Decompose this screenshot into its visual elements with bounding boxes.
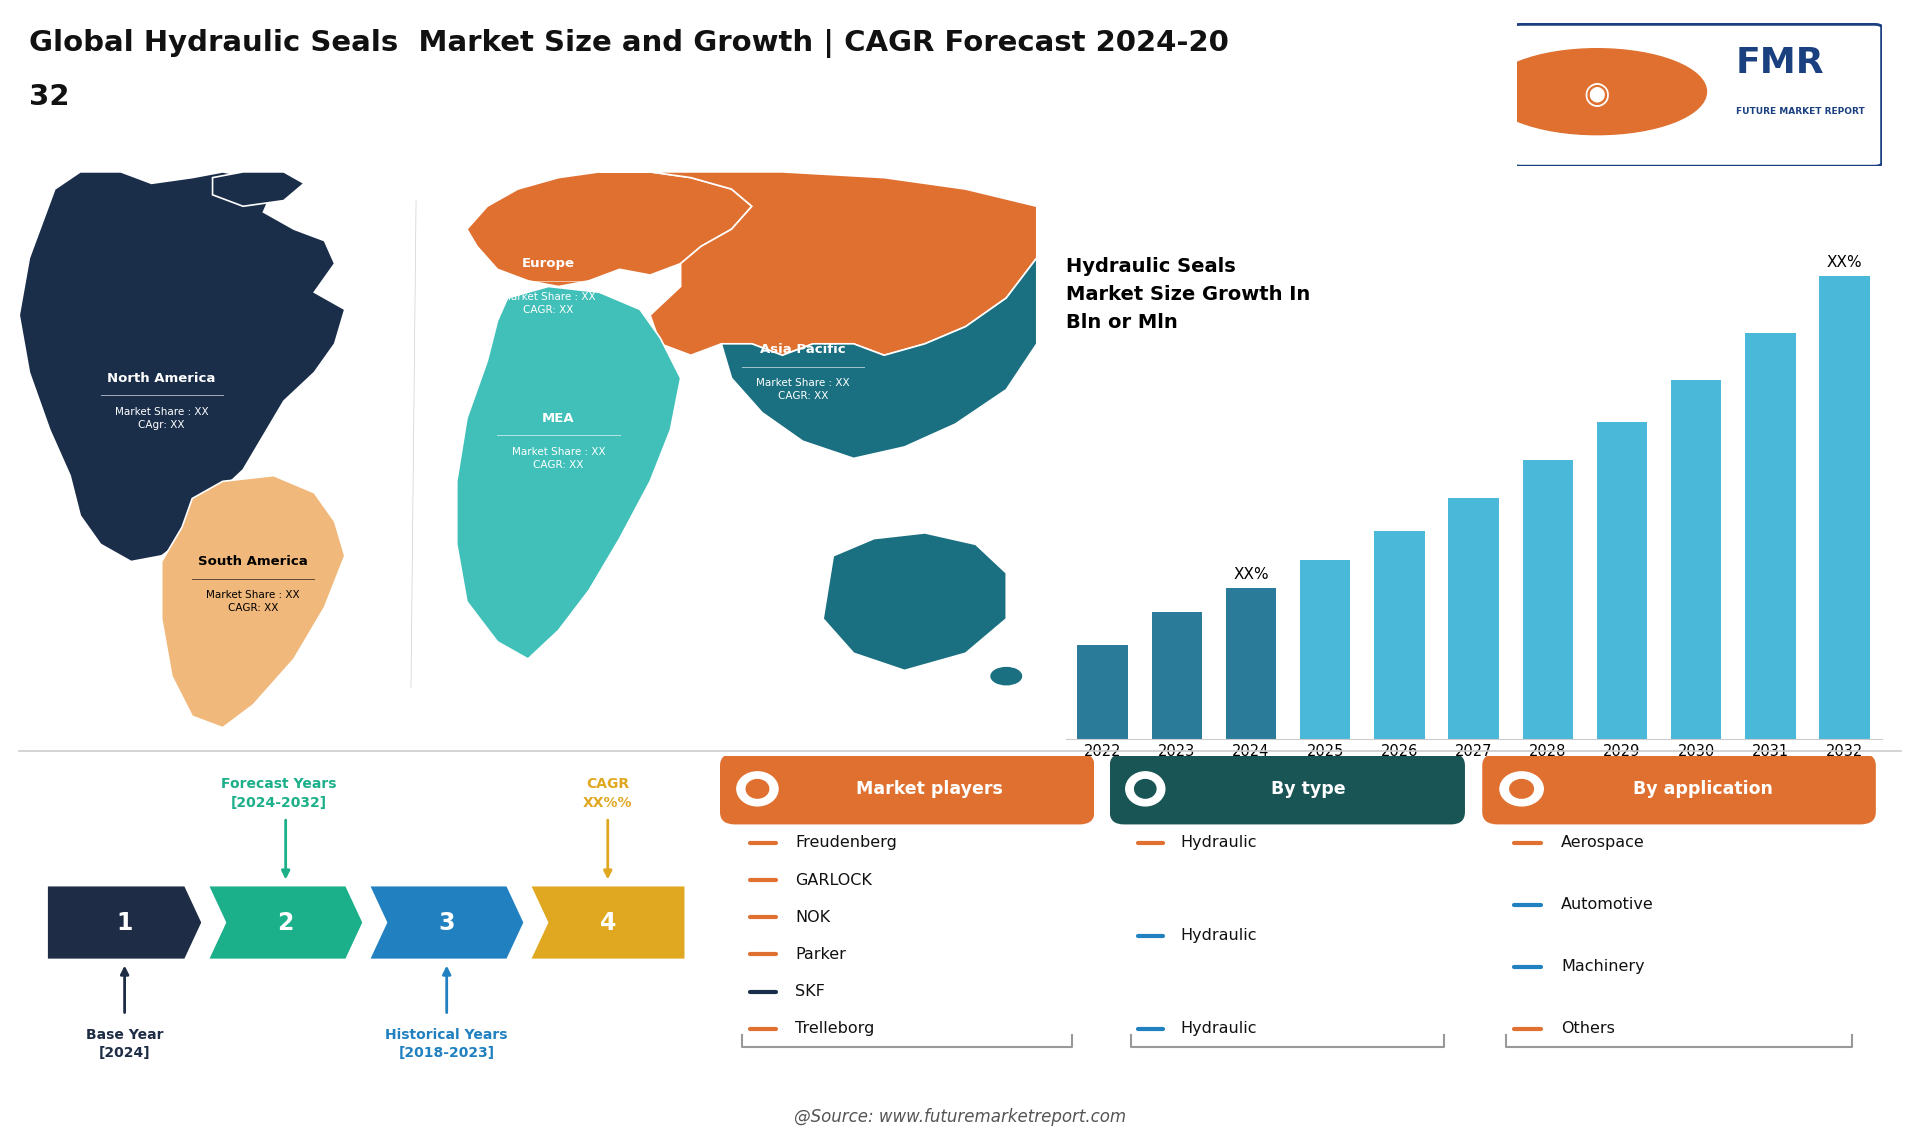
Text: Hydraulic: Hydraulic [1181, 835, 1258, 850]
Text: MEA: MEA [541, 411, 574, 425]
Text: SKF: SKF [795, 984, 826, 999]
Bar [1225, 588, 1277, 739]
Text: Parker: Parker [795, 947, 845, 961]
Bar [1820, 276, 1870, 739]
Text: By application: By application [1632, 779, 1772, 798]
Text: Machinery: Machinery [1561, 959, 1645, 974]
Text: XX%: XX% [1233, 567, 1269, 582]
Text: Historical Years
[2018-2023]: Historical Years [2018-2023] [386, 1028, 509, 1060]
Text: Global Hydraulic Seals  Market Size and Growth | CAGR Forecast 2024-20: Global Hydraulic Seals Market Size and G… [29, 29, 1229, 57]
Polygon shape [457, 286, 682, 659]
Polygon shape [207, 886, 363, 959]
Text: XX%: XX% [1826, 256, 1862, 270]
Text: Others: Others [1561, 1021, 1615, 1036]
Text: Market Share : XX
CAGR: XX: Market Share : XX CAGR: XX [513, 447, 605, 470]
Text: 32: 32 [29, 83, 69, 110]
Text: ◉: ◉ [1584, 80, 1611, 109]
Polygon shape [722, 258, 1037, 458]
Text: CAGR
XX%%: CAGR XX%% [584, 777, 632, 809]
Text: Hydraulic: Hydraulic [1181, 1021, 1258, 1036]
Polygon shape [46, 886, 202, 959]
Polygon shape [467, 172, 753, 286]
Circle shape [1125, 772, 1165, 806]
Text: Europe: Europe [522, 257, 574, 270]
Text: Market Share : XX
CAGR: XX: Market Share : XX CAGR: XX [207, 590, 300, 613]
Text: 3: 3 [438, 911, 455, 934]
Polygon shape [19, 172, 346, 562]
Text: Hydraulic Seals
Market Size Growth In
Bln or Mln: Hydraulic Seals Market Size Growth In Bl… [1066, 257, 1309, 332]
Circle shape [1509, 779, 1534, 798]
Bar [1523, 461, 1572, 739]
Polygon shape [530, 886, 685, 959]
FancyBboxPatch shape [720, 753, 1094, 824]
Text: 4: 4 [599, 911, 616, 934]
Polygon shape [599, 172, 1037, 355]
Text: Hydraulic: Hydraulic [1181, 928, 1258, 943]
Bar [1745, 332, 1795, 739]
Text: @Source: www.futuremarketreport.com: @Source: www.futuremarketreport.com [795, 1108, 1125, 1127]
FancyBboxPatch shape [1110, 753, 1465, 824]
Text: North America: North America [108, 371, 215, 385]
Bar [1300, 559, 1350, 739]
Text: Trelleborg: Trelleborg [795, 1021, 874, 1036]
Text: Forecast Years
[2024-2032]: Forecast Years [2024-2032] [221, 777, 336, 809]
Text: 2: 2 [278, 911, 294, 934]
Circle shape [1500, 772, 1544, 806]
Bar [1670, 380, 1722, 739]
Polygon shape [161, 476, 346, 728]
Text: Aerospace: Aerospace [1561, 835, 1645, 850]
Text: Automotive: Automotive [1561, 897, 1653, 912]
Circle shape [991, 667, 1021, 685]
Bar [1448, 499, 1500, 739]
Circle shape [1135, 779, 1156, 798]
Text: Market players: Market players [856, 779, 1002, 798]
Polygon shape [213, 172, 303, 206]
Text: Freudenberg: Freudenberg [795, 835, 897, 850]
Polygon shape [824, 533, 1006, 670]
Bar [1077, 644, 1127, 739]
Text: 1: 1 [117, 911, 132, 934]
Text: South America: South America [198, 555, 307, 568]
Text: Asia Pacific: Asia Pacific [760, 343, 845, 356]
Polygon shape [369, 886, 524, 959]
FancyBboxPatch shape [1482, 753, 1876, 824]
Bar [1152, 612, 1202, 739]
Text: Market Share : XX
CAGR: XX: Market Share : XX CAGR: XX [501, 292, 595, 315]
Bar [1597, 423, 1647, 739]
Circle shape [1488, 49, 1707, 135]
Text: GARLOCK: GARLOCK [795, 872, 872, 888]
Text: FUTURE MARKET REPORT: FUTURE MARKET REPORT [1736, 108, 1864, 116]
Text: Market Share : XX
CAgr: XX: Market Share : XX CAgr: XX [115, 407, 209, 430]
Circle shape [737, 772, 778, 806]
Text: FMR: FMR [1736, 46, 1824, 80]
Text: NOK: NOK [795, 910, 829, 925]
Text: Market Share : XX
CAGR: XX: Market Share : XX CAGR: XX [756, 378, 849, 401]
Text: By type: By type [1271, 779, 1346, 798]
Bar [1375, 532, 1425, 739]
Text: Base Year
[2024]: Base Year [2024] [86, 1028, 163, 1060]
Circle shape [747, 779, 768, 798]
